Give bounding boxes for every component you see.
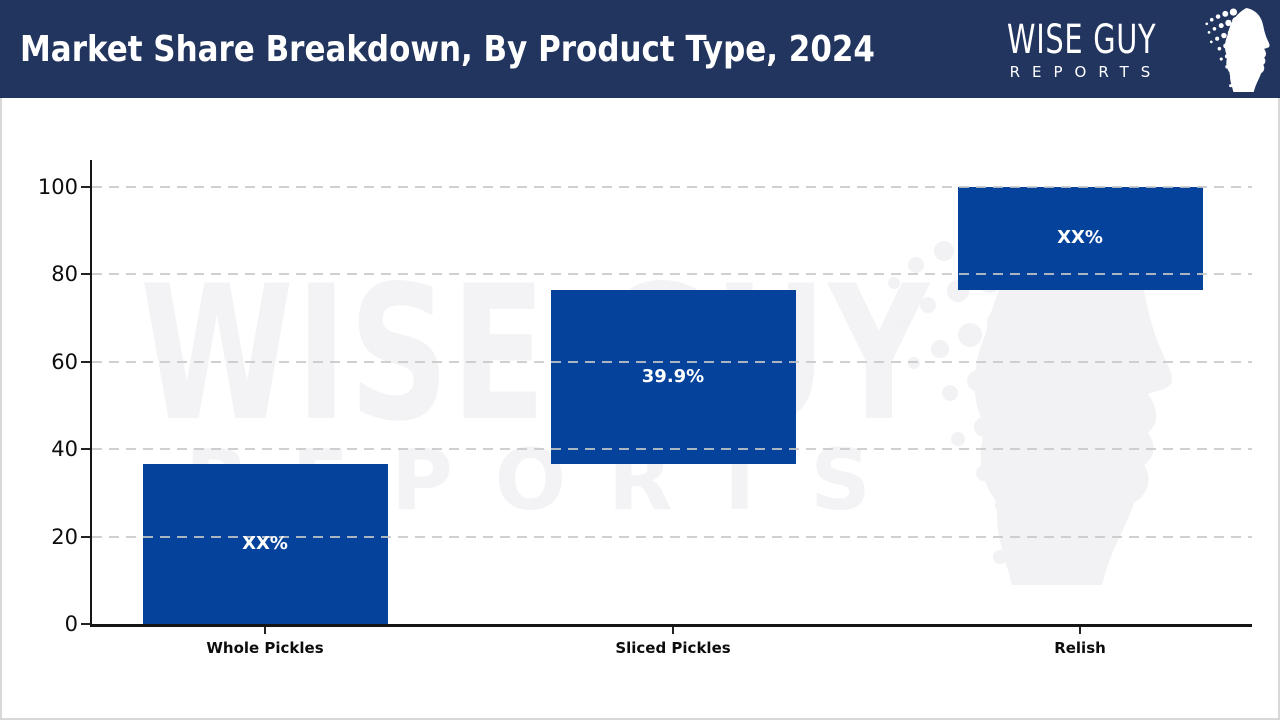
bar-segment — [957, 187, 1203, 290]
x-tick-mark — [264, 627, 266, 634]
x-tick-mark — [672, 627, 674, 634]
y-axis-line — [90, 160, 92, 626]
y-tick-label: 20 — [51, 524, 78, 549]
y-tick-mark — [81, 186, 90, 188]
y-tick-mark — [81, 448, 90, 451]
gridline-20 — [92, 535, 1252, 538]
gridline-80 — [92, 273, 1252, 276]
y-tick-label: 40 — [51, 437, 78, 462]
logo-subtitle: REPORTS — [1009, 63, 1163, 81]
bar-value-label: XX% — [242, 533, 288, 555]
category-label: Whole Pickles — [206, 639, 324, 657]
category-label: Sliced Pickles — [615, 639, 731, 657]
bar-segment — [550, 289, 796, 465]
gridline-60 — [92, 360, 1252, 363]
chart-area: WISE GUY REPORTS 0 — [0, 98, 1280, 720]
category-label: Relish — [1054, 639, 1106, 657]
y-tick-label: 100 — [37, 175, 78, 199]
y-tick-mark — [81, 535, 90, 538]
y-tick-label: 60 — [51, 349, 78, 374]
logo-wordmark: WISE GUY — [1006, 17, 1156, 63]
y-tick-mark — [81, 360, 90, 363]
gridline-100 — [92, 186, 1252, 188]
gridline-40 — [92, 448, 1252, 451]
header-banner: Market Share Breakdown, By Product Type,… — [0, 0, 1280, 98]
y-tick-mark — [81, 273, 90, 276]
x-axis-line — [90, 624, 1252, 627]
y-tick-mark — [81, 623, 90, 625]
logo-text: WISE GUY REPORTS — [1007, 20, 1214, 81]
bar-value-label: 39.9% — [641, 365, 705, 387]
plot-area: 0 20 40 60 80 100 XX% Whole Pickles 39.9% Sliced … — [2, 98, 1278, 718]
y-tick-label: 80 — [51, 262, 78, 287]
wise-guy-logo: WISE GUY REPORTS — [1007, 4, 1272, 92]
page-title: Market Share Breakdown, By Product Type,… — [20, 29, 875, 70]
watermark-wordmark: WISE GUY — [140, 245, 931, 462]
x-tick-mark — [1079, 627, 1081, 634]
y-tick-label: 0 — [64, 612, 78, 636]
bar-value-label: XX% — [1057, 227, 1103, 249]
bar-segment — [142, 464, 388, 624]
logo-face-icon — [1205, 8, 1270, 92]
